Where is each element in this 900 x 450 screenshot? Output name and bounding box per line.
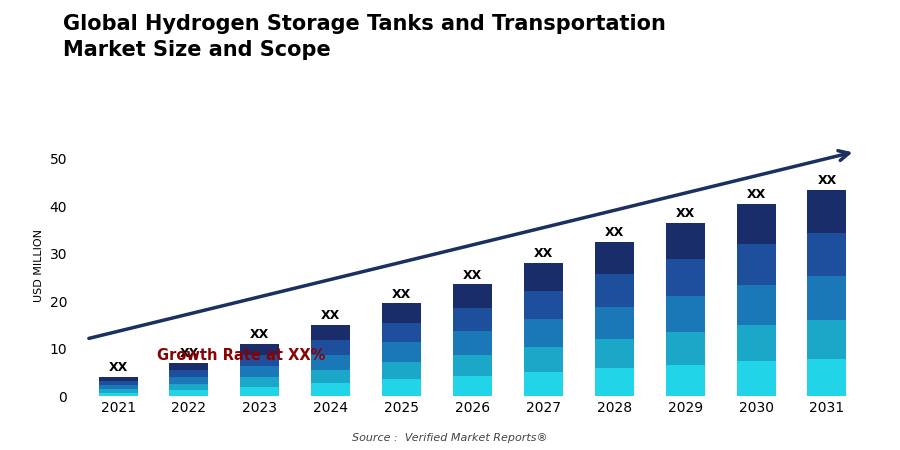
- Text: Global Hydrogen Storage Tanks and Transportation
Market Size and Scope: Global Hydrogen Storage Tanks and Transp…: [63, 14, 666, 60]
- Bar: [99, 392, 138, 396]
- Bar: [666, 259, 705, 296]
- Bar: [382, 379, 421, 396]
- Bar: [382, 342, 421, 362]
- Bar: [453, 331, 492, 355]
- Text: Growth Rate at XX%: Growth Rate at XX%: [158, 348, 326, 363]
- Text: XX: XX: [250, 328, 269, 341]
- Bar: [311, 325, 350, 340]
- Text: XX: XX: [179, 347, 199, 360]
- Bar: [240, 344, 279, 355]
- Bar: [666, 365, 705, 396]
- Bar: [595, 339, 634, 368]
- Bar: [807, 359, 846, 396]
- Text: XX: XX: [676, 207, 695, 220]
- Bar: [453, 376, 492, 396]
- Bar: [99, 389, 138, 392]
- Text: XX: XX: [817, 174, 836, 187]
- Bar: [807, 276, 846, 320]
- Bar: [736, 244, 776, 284]
- Text: XX: XX: [321, 309, 340, 322]
- Bar: [524, 347, 562, 372]
- Bar: [99, 381, 138, 385]
- Text: Source :  Verified Market Reports®: Source : Verified Market Reports®: [352, 433, 548, 443]
- Bar: [311, 340, 350, 355]
- Bar: [453, 308, 492, 331]
- Bar: [524, 319, 562, 347]
- Text: XX: XX: [392, 288, 411, 301]
- Bar: [666, 296, 705, 332]
- Text: XX: XX: [605, 226, 624, 239]
- Bar: [807, 189, 846, 233]
- Bar: [736, 325, 776, 361]
- Bar: [595, 306, 634, 339]
- Bar: [524, 263, 562, 291]
- Bar: [169, 384, 209, 390]
- Bar: [99, 377, 138, 381]
- Bar: [382, 303, 421, 323]
- Text: XX: XX: [109, 361, 128, 374]
- Bar: [311, 355, 350, 369]
- Bar: [453, 355, 492, 376]
- Bar: [666, 223, 705, 259]
- Bar: [240, 387, 279, 396]
- Y-axis label: USD MILLION: USD MILLION: [34, 229, 44, 302]
- Bar: [382, 362, 421, 379]
- Bar: [169, 363, 209, 370]
- Bar: [240, 355, 279, 366]
- Bar: [382, 323, 421, 342]
- Bar: [595, 274, 634, 306]
- Bar: [311, 369, 350, 383]
- Bar: [736, 204, 776, 244]
- Bar: [807, 233, 846, 276]
- Bar: [595, 242, 634, 274]
- Bar: [311, 383, 350, 396]
- Bar: [169, 370, 209, 377]
- Bar: [736, 284, 776, 325]
- Text: XX: XX: [534, 248, 553, 260]
- Text: XX: XX: [463, 269, 482, 282]
- Bar: [169, 390, 209, 396]
- Bar: [666, 332, 705, 365]
- Bar: [240, 377, 279, 387]
- Bar: [524, 291, 562, 319]
- Bar: [240, 366, 279, 377]
- Text: XX: XX: [746, 188, 766, 201]
- Bar: [807, 320, 846, 359]
- Bar: [169, 377, 209, 384]
- Bar: [99, 385, 138, 389]
- Bar: [736, 361, 776, 396]
- Bar: [453, 284, 492, 308]
- Bar: [595, 368, 634, 396]
- Bar: [524, 372, 562, 396]
